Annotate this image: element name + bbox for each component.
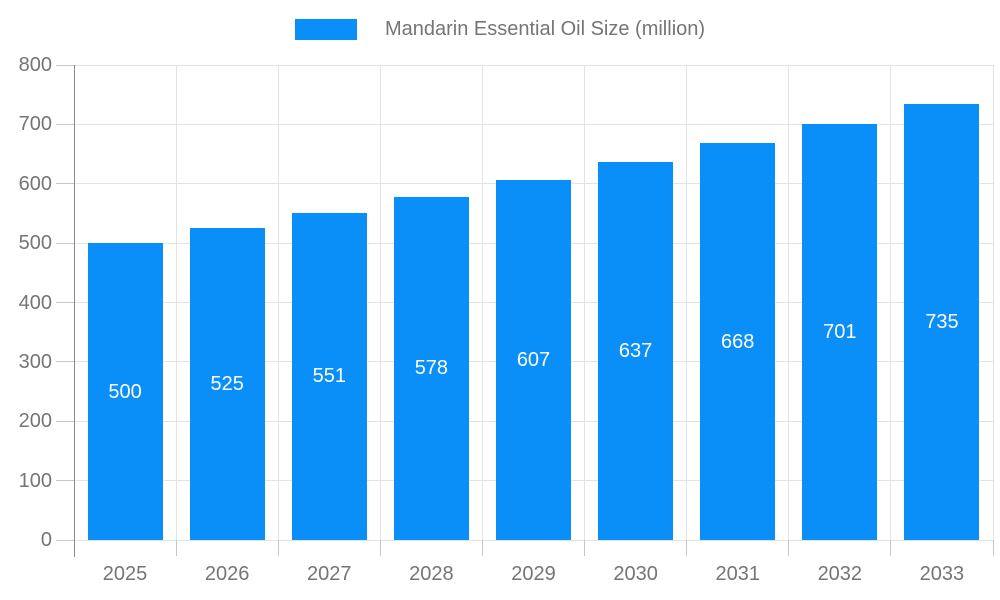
- bar: [87, 243, 163, 540]
- y-tick-label: 0: [40, 529, 52, 551]
- x-axis-tick: [379, 540, 381, 556]
- y-gridline: [74, 123, 993, 125]
- bar: [291, 212, 367, 540]
- x-axis-tick: [584, 540, 586, 556]
- bar-value-label: 551: [312, 365, 346, 388]
- bar: [189, 228, 265, 540]
- x-axis-tick: [992, 540, 994, 556]
- x-gridline: [584, 65, 586, 540]
- y-axis-tick: [56, 302, 74, 303]
- x-gridline: [175, 65, 177, 540]
- bar: [700, 143, 776, 540]
- bar: [904, 103, 980, 540]
- x-gridline: [890, 65, 892, 540]
- bar: [393, 196, 469, 540]
- x-gridline: [277, 65, 279, 540]
- y-axis-line: [73, 65, 75, 557]
- x-axis-label: 2031: [715, 563, 760, 585]
- x-gridline: [379, 65, 381, 540]
- y-axis-tick: [56, 361, 74, 363]
- bar-value-label: 578: [414, 357, 449, 380]
- bar-value-label: 637: [618, 339, 653, 362]
- y-gridline: [74, 539, 993, 541]
- y-tick-label: 200: [18, 410, 52, 433]
- x-axis-label: 2029: [511, 563, 556, 585]
- y-axis-tick: [56, 539, 74, 541]
- x-axis-tick: [890, 540, 892, 556]
- y-tick-label: 100: [18, 469, 52, 492]
- y-gridline: [74, 64, 993, 66]
- legend-swatch: [294, 19, 357, 40]
- bar: [598, 161, 674, 540]
- x-axis-label: 2025: [102, 563, 148, 585]
- x-axis-tick: [175, 540, 177, 556]
- y-tick-label: 600: [18, 172, 52, 195]
- y-axis-tick: [56, 123, 74, 125]
- y-tick-label: 700: [18, 113, 52, 136]
- x-axis-label: 2026: [204, 563, 250, 585]
- bar-value-label: 500: [108, 380, 142, 403]
- y-axis-tick: [56, 420, 74, 422]
- x-axis-label: 2033: [919, 563, 965, 585]
- x-axis-label: 2027: [307, 563, 352, 585]
- x-gridline: [686, 65, 688, 540]
- x-gridline: [788, 65, 790, 540]
- legend-label: Mandarin Essential Oil Size (million): [384, 18, 706, 40]
- bar-value-label: 735: [925, 310, 959, 333]
- x-axis-tick: [277, 540, 279, 556]
- y-axis-tick: [56, 183, 74, 185]
- y-axis-tick: [56, 480, 74, 482]
- y-tick-label: 800: [18, 54, 52, 76]
- legend[interactable]: Mandarin Essential Oil Size (million): [0, 18, 1000, 41]
- y-tick-label: 400: [18, 291, 52, 314]
- y-tick-label: 500: [18, 232, 52, 255]
- y-axis-tick: [56, 64, 74, 66]
- x-gridline: [992, 65, 994, 540]
- bar-value-label: 525: [210, 373, 244, 396]
- x-axis-tick: [686, 540, 688, 556]
- bar-value-label: 701: [823, 320, 857, 343]
- x-axis-label: 2030: [613, 563, 658, 585]
- x-gridline: [481, 65, 483, 540]
- y-tick-label: 300: [18, 350, 52, 373]
- bar-value-label: 607: [516, 348, 551, 371]
- bar: [496, 179, 571, 540]
- x-axis-label: 2028: [409, 563, 454, 585]
- bar-value-label: 668: [721, 330, 755, 353]
- x-axis-tick: [481, 540, 483, 556]
- x-axis-tick: [788, 540, 790, 556]
- x-axis-label: 2032: [817, 563, 863, 585]
- y-axis-tick: [56, 242, 74, 244]
- bar: [802, 123, 878, 540]
